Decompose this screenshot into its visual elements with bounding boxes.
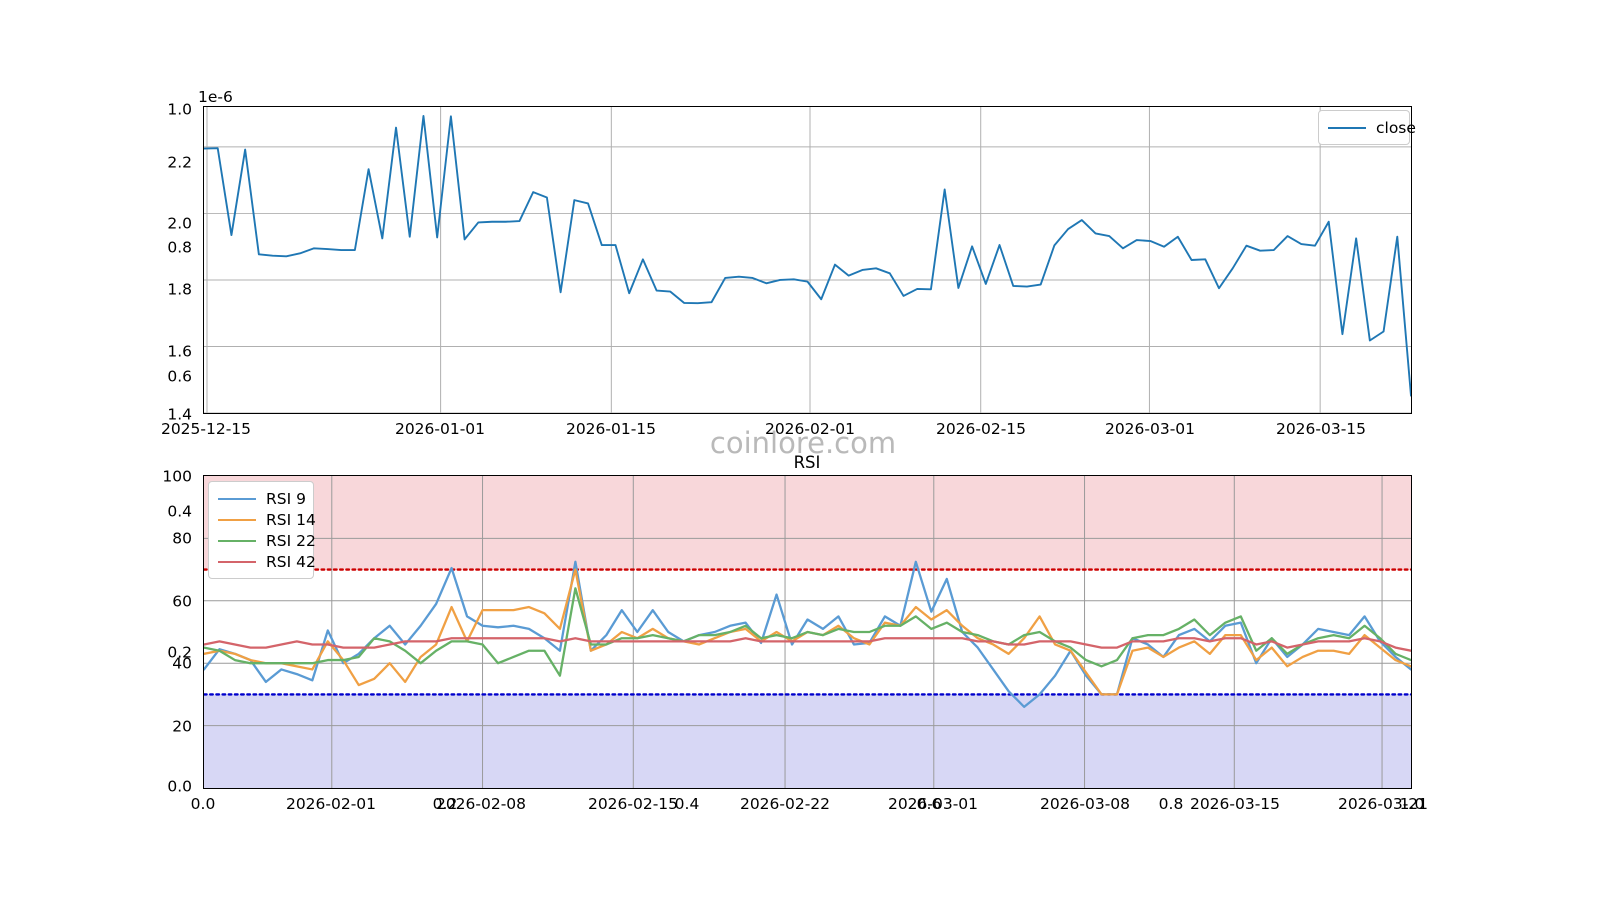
rsi-ytick-20: 20	[172, 717, 192, 736]
legend-label-rsi-42: RSI 42	[266, 552, 316, 571]
rsi-ytick-overlap-0-2: 0.2	[167, 643, 192, 662]
price-xtick-4: 2026-02-15	[935, 420, 1027, 438]
rsi-ytick-100: 100	[162, 467, 192, 486]
rsi-9-line-swatch-icon	[218, 497, 256, 500]
price-plot-area	[203, 106, 1412, 414]
rsi-xtick-overlap-0-0: 0.0	[190, 795, 216, 813]
rsi-xtick-7: 2026-03-21	[1337, 795, 1429, 813]
rsi-xtick-5: 2026-03-08	[1039, 795, 1131, 813]
rsi-xtick-overlap-0-2: 0.2	[432, 795, 458, 813]
price-y-offset-label: 1e-6	[198, 88, 233, 106]
rsi-xtick-3: 2026-02-22	[739, 795, 831, 813]
rsi-plot-area	[203, 475, 1412, 789]
legend-item-rsi-14[interactable]: RSI 14	[218, 509, 316, 530]
rsi-22-line-swatch-icon	[218, 539, 256, 542]
rsi-xtick-overlap-0-6: 0.6	[916, 795, 942, 813]
close-line-swatch-icon	[1328, 126, 1366, 129]
rsi-title: RSI	[793, 453, 821, 472]
rsi-xtick-0: 2026-02-01	[285, 795, 377, 813]
rsi-xtick-4: 2026-03-01	[887, 795, 979, 813]
rsi-xtick-6: 2026-03-15	[1189, 795, 1281, 813]
rsi-ytick-overlap-0-4: 0.4	[167, 502, 192, 521]
price-ytick-overlap-1-0: 1.0	[167, 100, 192, 119]
rsi-xtick-overlap-0-4: 0.4	[674, 795, 700, 813]
price-legend[interactable]: close	[1318, 110, 1416, 145]
rsi-ytick-80: 80	[172, 529, 192, 548]
rsi-xtick-1: 2026-02-08	[435, 795, 527, 813]
rsi-42-line-swatch-icon	[218, 560, 256, 563]
price-ytick-1-8: 1.8	[167, 280, 192, 299]
legend-item-rsi-9[interactable]: RSI 9	[218, 488, 306, 509]
rsi-ytick-40: 40	[172, 654, 192, 673]
rsi-ytick-overlap-0-0: 0.0	[167, 777, 192, 796]
price-ytick-overlap-0-8: 0.8	[167, 238, 192, 257]
rsi-legend[interactable]: RSI 9 RSI 14 RSI 22 RSI 42	[208, 481, 316, 579]
price-ytick-1-6: 1.6	[167, 342, 192, 361]
price-line-svg	[204, 107, 1411, 413]
legend-item-rsi-42[interactable]: RSI 42	[218, 551, 316, 572]
rsi-14-line-swatch-icon	[218, 518, 256, 521]
legend-label-rsi-22: RSI 22	[266, 531, 316, 550]
price-xtick-5: 2026-03-01	[1104, 420, 1196, 438]
legend-label-rsi-9: RSI 9	[266, 489, 306, 508]
rsi-ytick-60: 60	[172, 592, 192, 611]
price-ytick-overlap-0-6: 0.6	[167, 367, 192, 386]
rsi-xtick-overlap-0-8: 0.8	[1158, 795, 1184, 813]
price-xtick-6: 2026-03-15	[1275, 420, 1367, 438]
legend-label-close: close	[1376, 118, 1416, 137]
legend-item-close[interactable]: close	[1328, 117, 1416, 138]
rsi-line-svg	[204, 476, 1411, 788]
price-xtick-0: 2025-12-15	[160, 420, 252, 438]
price-xtick-3: 2026-02-01	[764, 420, 856, 438]
rsi-xtick-overlap-1-0: 1.0	[1399, 795, 1425, 813]
price-xtick-2: 2026-01-15	[565, 420, 657, 438]
price-ytick-1-4: 1.4	[167, 405, 192, 424]
price-ytick-2-0: 2.0	[167, 214, 192, 233]
rsi-xtick-2: 2026-02-15	[587, 795, 679, 813]
price-xtick-1: 2026-01-01	[394, 420, 486, 438]
legend-item-rsi-22[interactable]: RSI 22	[218, 530, 316, 551]
legend-label-rsi-14: RSI 14	[266, 510, 316, 529]
price-ytick-2-2: 2.2	[167, 153, 192, 172]
